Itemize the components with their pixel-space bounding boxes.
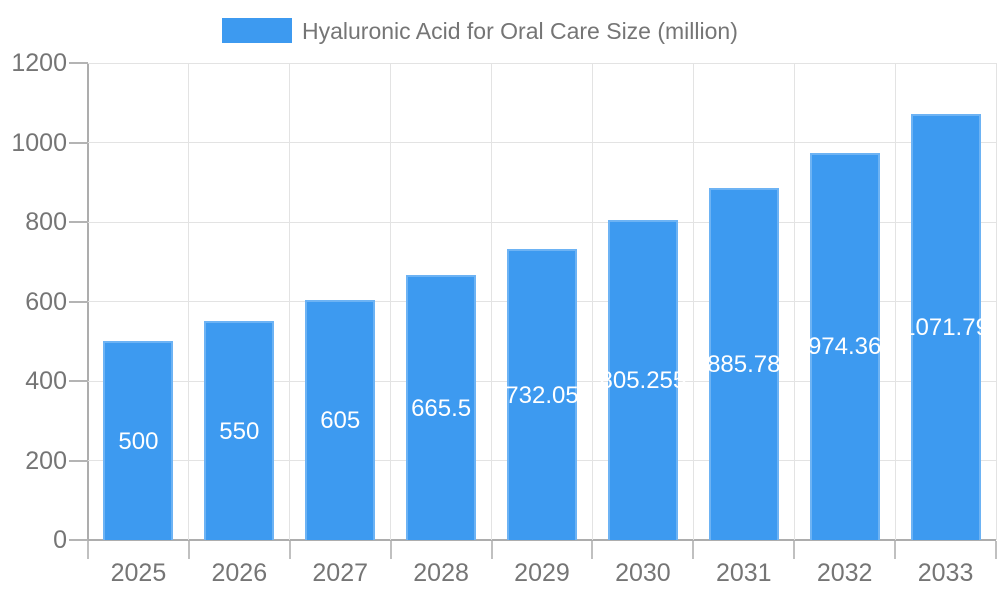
x-axis-tick [187,541,190,559]
bar-value-label: 550 [219,417,260,445]
x-axis-tick [490,541,493,559]
x-axis-tick-label: 2027 [312,559,369,587]
bar-value-label: 500 [118,427,159,455]
x-axis-tick [692,541,695,559]
h-gridline [88,142,996,143]
bar-value-label: 732.05 [505,381,579,409]
y-axis-tick [69,380,88,382]
plot-area: 500 550 605 665.5 732.05 805.255 885.78 974.36 1… [88,62,997,540]
v-gridline [692,63,694,540]
v-gridline [995,63,997,540]
y-axis-tick [69,221,88,223]
y-axis-tick [69,459,88,462]
bar-value-label: 605 [320,406,361,434]
bar[interactable]: 732.05 [505,249,579,540]
x-axis-tick-label: 2032 [816,559,873,587]
bar[interactable]: 885.78 [707,187,781,540]
v-gridline [894,63,896,540]
h-gridline [88,62,996,64]
y-axis-tick [69,539,88,541]
bar-value-label: 805.255 [599,366,687,394]
bar[interactable]: 1071.79 [902,113,989,540]
y-axis-line [87,63,89,558]
bar[interactable]: 500 [103,341,174,540]
x-axis-line [88,539,996,541]
x-axis-tick-label: 2028 [413,559,469,587]
y-axis-tick-label: 800 [25,208,67,236]
v-gridline [390,63,392,540]
x-axis-tick-label: 2029 [514,559,570,587]
x-axis-tick [793,541,796,559]
bar[interactable]: 605 [305,299,376,540]
bar-value-label: 665.5 [411,394,472,422]
y-axis-tick-label: 600 [25,287,67,316]
v-gridline [591,63,593,540]
x-axis-tick-label: 2026 [211,559,268,587]
y-axis-tick [69,62,88,64]
y-axis-tick-label: 0 [53,526,67,554]
legend-swatch [222,18,292,43]
x-axis-tick-label: 2031 [715,559,772,587]
y-axis-tick [69,300,88,303]
x-axis-tick-label: 2033 [917,559,974,587]
x-axis-tick [389,541,392,559]
bar-value-label: 885.78 [707,350,781,378]
bar[interactable]: 974.36 [807,152,882,540]
v-gridline [491,63,493,540]
x-axis-tick [894,541,897,559]
y-axis-tick [69,141,88,144]
y-axis-tick-label: 400 [25,367,67,395]
bar[interactable]: 665.5 [406,275,477,540]
x-axis-tick-label: 2025 [110,559,167,587]
chart-legend[interactable]: Hyaluronic Acid for Oral Care Size (mill… [0,14,1000,48]
bar[interactable]: 550 [204,321,275,540]
v-gridline [289,63,291,540]
x-axis-tick [591,541,594,559]
bar-value-label: 1071.79 [902,313,989,341]
legend-label: Hyaluronic Acid for Oral Care Size (mill… [302,18,738,44]
x-axis-tick [87,541,89,559]
y-axis-tick-label: 200 [25,446,67,475]
x-axis-tick [995,541,997,559]
bar-value-label: 974.36 [807,333,882,361]
h-gridline [88,221,996,223]
bar[interactable]: 805.255 [599,219,686,540]
y-axis-tick-label: 1200 [11,49,67,77]
x-axis-tick [288,541,291,559]
x-axis-tick-label: 2030 [615,559,671,587]
v-gridline [793,63,795,540]
y-axis-tick-label: 1000 [11,128,67,157]
v-gridline [188,63,190,540]
